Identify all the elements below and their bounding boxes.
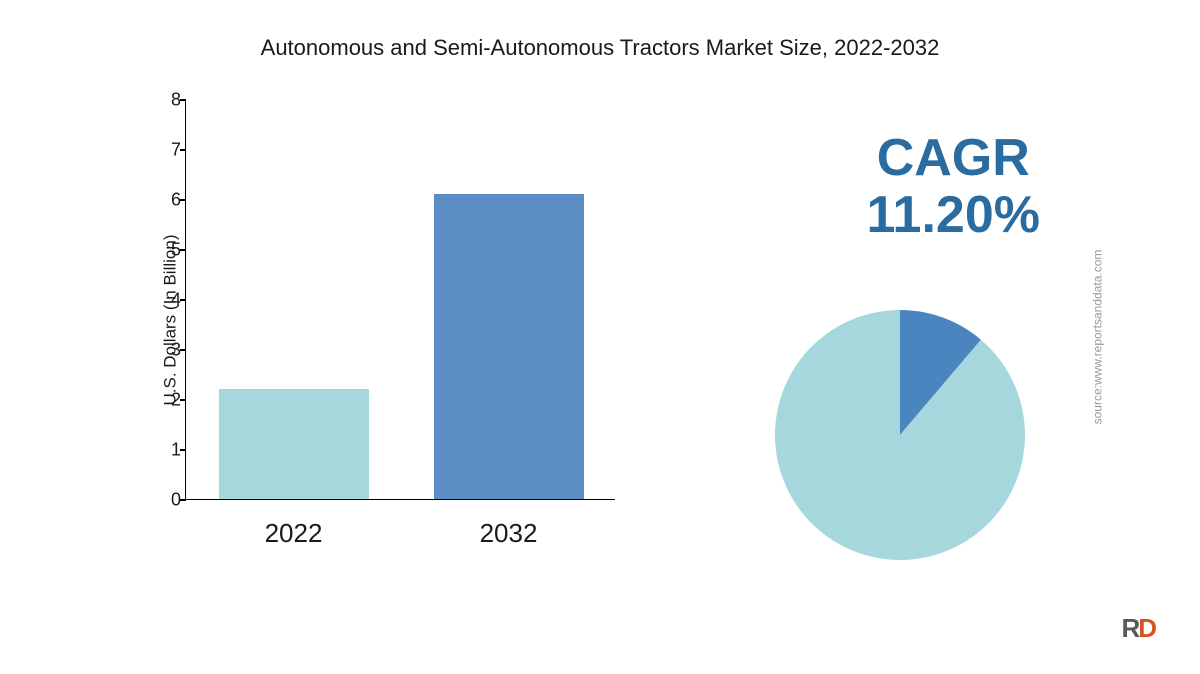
x-category-label: 2032 <box>480 518 538 549</box>
plot-area: 01234567820222032 <box>185 100 615 500</box>
y-tick-mark <box>180 399 186 401</box>
logo-letter-d: D <box>1138 613 1155 643</box>
y-tick-mark <box>180 349 186 351</box>
y-tick-label: 8 <box>156 90 181 111</box>
y-tick-mark <box>180 199 186 201</box>
y-tick-mark <box>180 499 186 501</box>
y-tick-mark <box>180 149 186 151</box>
y-tick-label: 7 <box>156 140 181 161</box>
y-tick-label: 2 <box>156 390 181 411</box>
bar <box>434 194 584 499</box>
chart-title: Autonomous and Semi-Autonomous Tractors … <box>0 35 1200 61</box>
y-tick-mark <box>180 99 186 101</box>
y-tick-label: 5 <box>156 240 181 261</box>
logo: RD <box>1121 613 1155 644</box>
bar-chart: U.S. Dollars (In Billion) 01234567820222… <box>155 100 615 540</box>
x-category-label: 2022 <box>265 518 323 549</box>
cagr-block: CAGR 11.20% <box>867 130 1041 244</box>
pie-chart <box>775 310 1025 560</box>
bar <box>219 389 369 499</box>
y-tick-mark <box>180 299 186 301</box>
logo-letter-r: R <box>1121 613 1138 643</box>
y-tick-label: 1 <box>156 440 181 461</box>
y-tick-label: 3 <box>156 340 181 361</box>
cagr-label: CAGR <box>867 130 1041 187</box>
y-tick-mark <box>180 449 186 451</box>
y-tick-label: 6 <box>156 190 181 211</box>
y-tick-mark <box>180 249 186 251</box>
y-tick-label: 4 <box>156 290 181 311</box>
pie-svg <box>775 310 1025 560</box>
y-tick-label: 0 <box>156 490 181 511</box>
source-attribution: source:www.reportsanddata.com <box>1091 250 1105 425</box>
cagr-value: 11.20% <box>867 187 1041 244</box>
pie-slice <box>775 310 1025 560</box>
